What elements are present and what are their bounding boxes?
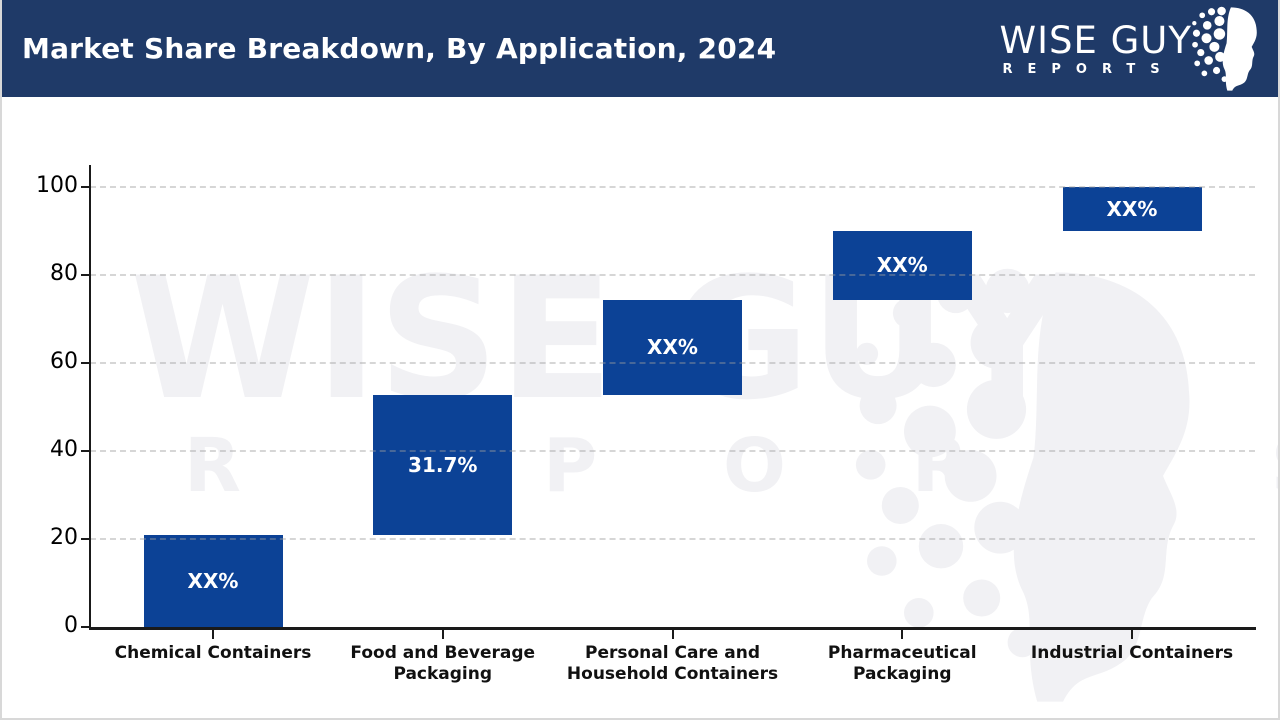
x-axis-spine bbox=[89, 627, 1256, 630]
x-axis-tick bbox=[671, 630, 674, 639]
x-tick-label: Food and Beverage Packaging bbox=[350, 643, 536, 685]
bar-value-label: 31.7% bbox=[408, 452, 478, 477]
gridline bbox=[90, 186, 1255, 188]
y-axis-tick bbox=[81, 186, 90, 188]
y-tick-label: 100 bbox=[36, 173, 78, 198]
bar-segment: XX% bbox=[1062, 187, 1202, 231]
x-tick-label: Chemical Containers bbox=[114, 643, 312, 663]
y-axis-tick bbox=[81, 362, 90, 364]
bar-segment: XX% bbox=[603, 299, 742, 396]
chart-title: Market Share Breakdown, By Application, … bbox=[22, 32, 777, 65]
y-axis-tick bbox=[81, 450, 90, 452]
brand-subname: REPORTS bbox=[1002, 61, 1175, 77]
x-tick-label: Personal Care and Household Containers bbox=[566, 643, 779, 685]
bar-segment: XX% bbox=[832, 231, 972, 300]
plot-area: WISE GUY R E P O R T S 0 20 40 60 80 100 XX% Ch… bbox=[2, 97, 1278, 720]
bar-segment: XX% bbox=[143, 534, 283, 627]
y-tick-label: 40 bbox=[50, 437, 78, 462]
x-axis-tick bbox=[1131, 630, 1133, 639]
y-tick-label: 80 bbox=[50, 261, 78, 286]
y-tick-label: 60 bbox=[50, 349, 78, 374]
y-axis-spine bbox=[89, 165, 91, 630]
brand-logo: WISE GUY REPORTS bbox=[1000, 6, 1264, 92]
brand-name: WISE GUY bbox=[999, 18, 1192, 62]
y-axis-tick bbox=[81, 274, 90, 276]
brand-logo-text: WISE GUY REPORTS bbox=[1000, 22, 1192, 76]
bar-value-label: XX% bbox=[647, 335, 698, 360]
x-axis-tick bbox=[901, 630, 904, 639]
y-axis-tick bbox=[81, 538, 90, 540]
gridline bbox=[90, 538, 1255, 540]
x-axis-tick bbox=[441, 630, 444, 639]
x-axis-tick bbox=[212, 630, 214, 639]
x-tick-label: Industrial Containers bbox=[1030, 643, 1234, 663]
y-tick-label: 0 bbox=[64, 613, 78, 638]
y-tick-label: 20 bbox=[50, 525, 78, 550]
bar-value-label: XX% bbox=[1106, 197, 1158, 221]
gridline bbox=[90, 450, 1255, 452]
x-tick-label: Pharmaceutical Packaging bbox=[827, 643, 977, 685]
gridline bbox=[90, 274, 1255, 276]
bar-segment: 31.7% bbox=[373, 395, 513, 535]
y-axis-tick bbox=[81, 626, 90, 628]
header-bar: Market Share Breakdown, By Application, … bbox=[2, 0, 1278, 97]
bar-value-label: XX% bbox=[876, 253, 928, 278]
bar-value-label: XX% bbox=[187, 568, 239, 593]
gridline bbox=[90, 362, 1255, 364]
dotted-face-logo-icon bbox=[1182, 6, 1264, 92]
